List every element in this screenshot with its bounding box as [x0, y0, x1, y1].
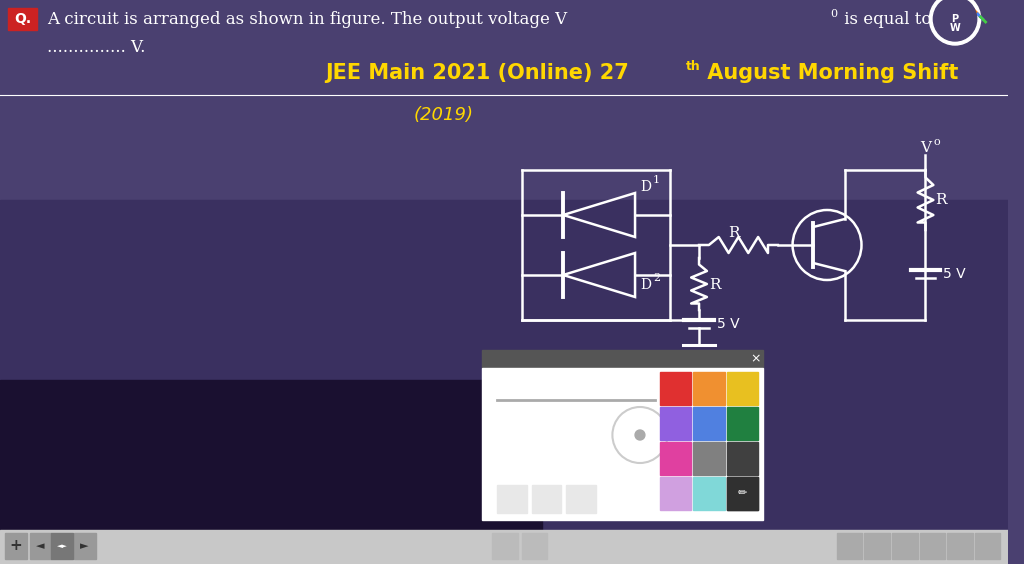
Circle shape — [930, 0, 981, 45]
Bar — [693, 407, 725, 440]
Text: ►: ► — [81, 541, 89, 551]
Bar — [659, 477, 691, 510]
Text: 5 V: 5 V — [717, 317, 739, 331]
Bar — [522, 533, 548, 559]
Text: August Morning Shift: August Morning Shift — [700, 63, 958, 83]
Bar — [693, 477, 725, 510]
Bar — [727, 372, 758, 405]
Text: V: V — [920, 141, 931, 155]
Bar — [566, 485, 596, 513]
Text: D: D — [640, 180, 651, 194]
Bar — [920, 533, 945, 559]
Bar — [727, 477, 758, 510]
Bar — [493, 533, 518, 559]
Bar — [837, 533, 862, 559]
Bar — [8, 8, 38, 30]
Text: ◄: ◄ — [36, 541, 45, 551]
Text: 5 V: 5 V — [943, 267, 966, 281]
Text: Q.: Q. — [14, 12, 31, 26]
Text: ............... V.: ............... V. — [47, 39, 145, 56]
Text: ×: × — [750, 352, 761, 365]
Bar — [0, 530, 1009, 564]
Bar — [727, 477, 758, 510]
Text: A circuit is arranged as shown in figure. The output voltage V: A circuit is arranged as shown in figure… — [47, 11, 567, 28]
Bar — [531, 485, 561, 513]
Bar — [482, 350, 763, 368]
Bar — [498, 485, 526, 513]
Bar — [30, 533, 51, 559]
Text: JEE Main 2021 (Online) 27: JEE Main 2021 (Online) 27 — [325, 63, 629, 83]
Bar — [864, 533, 890, 559]
Text: P: P — [951, 14, 958, 24]
Text: (2019): (2019) — [414, 106, 473, 124]
Text: is equal to: is equal to — [839, 11, 932, 28]
Text: R: R — [728, 226, 739, 240]
Bar — [0, 380, 542, 564]
Text: R: R — [935, 193, 947, 207]
Text: W: W — [949, 23, 961, 33]
Text: ✏: ✏ — [737, 488, 748, 498]
Bar — [693, 372, 725, 405]
Text: th: th — [686, 60, 701, 73]
Bar — [51, 533, 73, 559]
Bar — [693, 442, 725, 475]
Bar — [659, 442, 691, 475]
Bar — [482, 368, 763, 520]
Text: 0: 0 — [830, 9, 837, 19]
Circle shape — [635, 430, 645, 440]
Text: D: D — [640, 278, 651, 292]
Text: 1: 1 — [652, 175, 659, 185]
Circle shape — [933, 0, 977, 41]
Bar — [5, 533, 27, 559]
Text: 2: 2 — [652, 273, 659, 283]
Text: ◄►: ◄► — [56, 543, 68, 549]
Text: +: + — [9, 539, 23, 553]
Text: o: o — [934, 137, 941, 147]
Bar — [727, 442, 758, 475]
Text: R: R — [709, 278, 721, 292]
Bar — [892, 533, 918, 559]
Bar — [975, 533, 1000, 559]
Bar — [659, 407, 691, 440]
Bar — [74, 533, 95, 559]
Bar — [0, 200, 1009, 564]
Bar — [947, 533, 973, 559]
Bar — [659, 372, 691, 405]
Bar — [727, 407, 758, 440]
